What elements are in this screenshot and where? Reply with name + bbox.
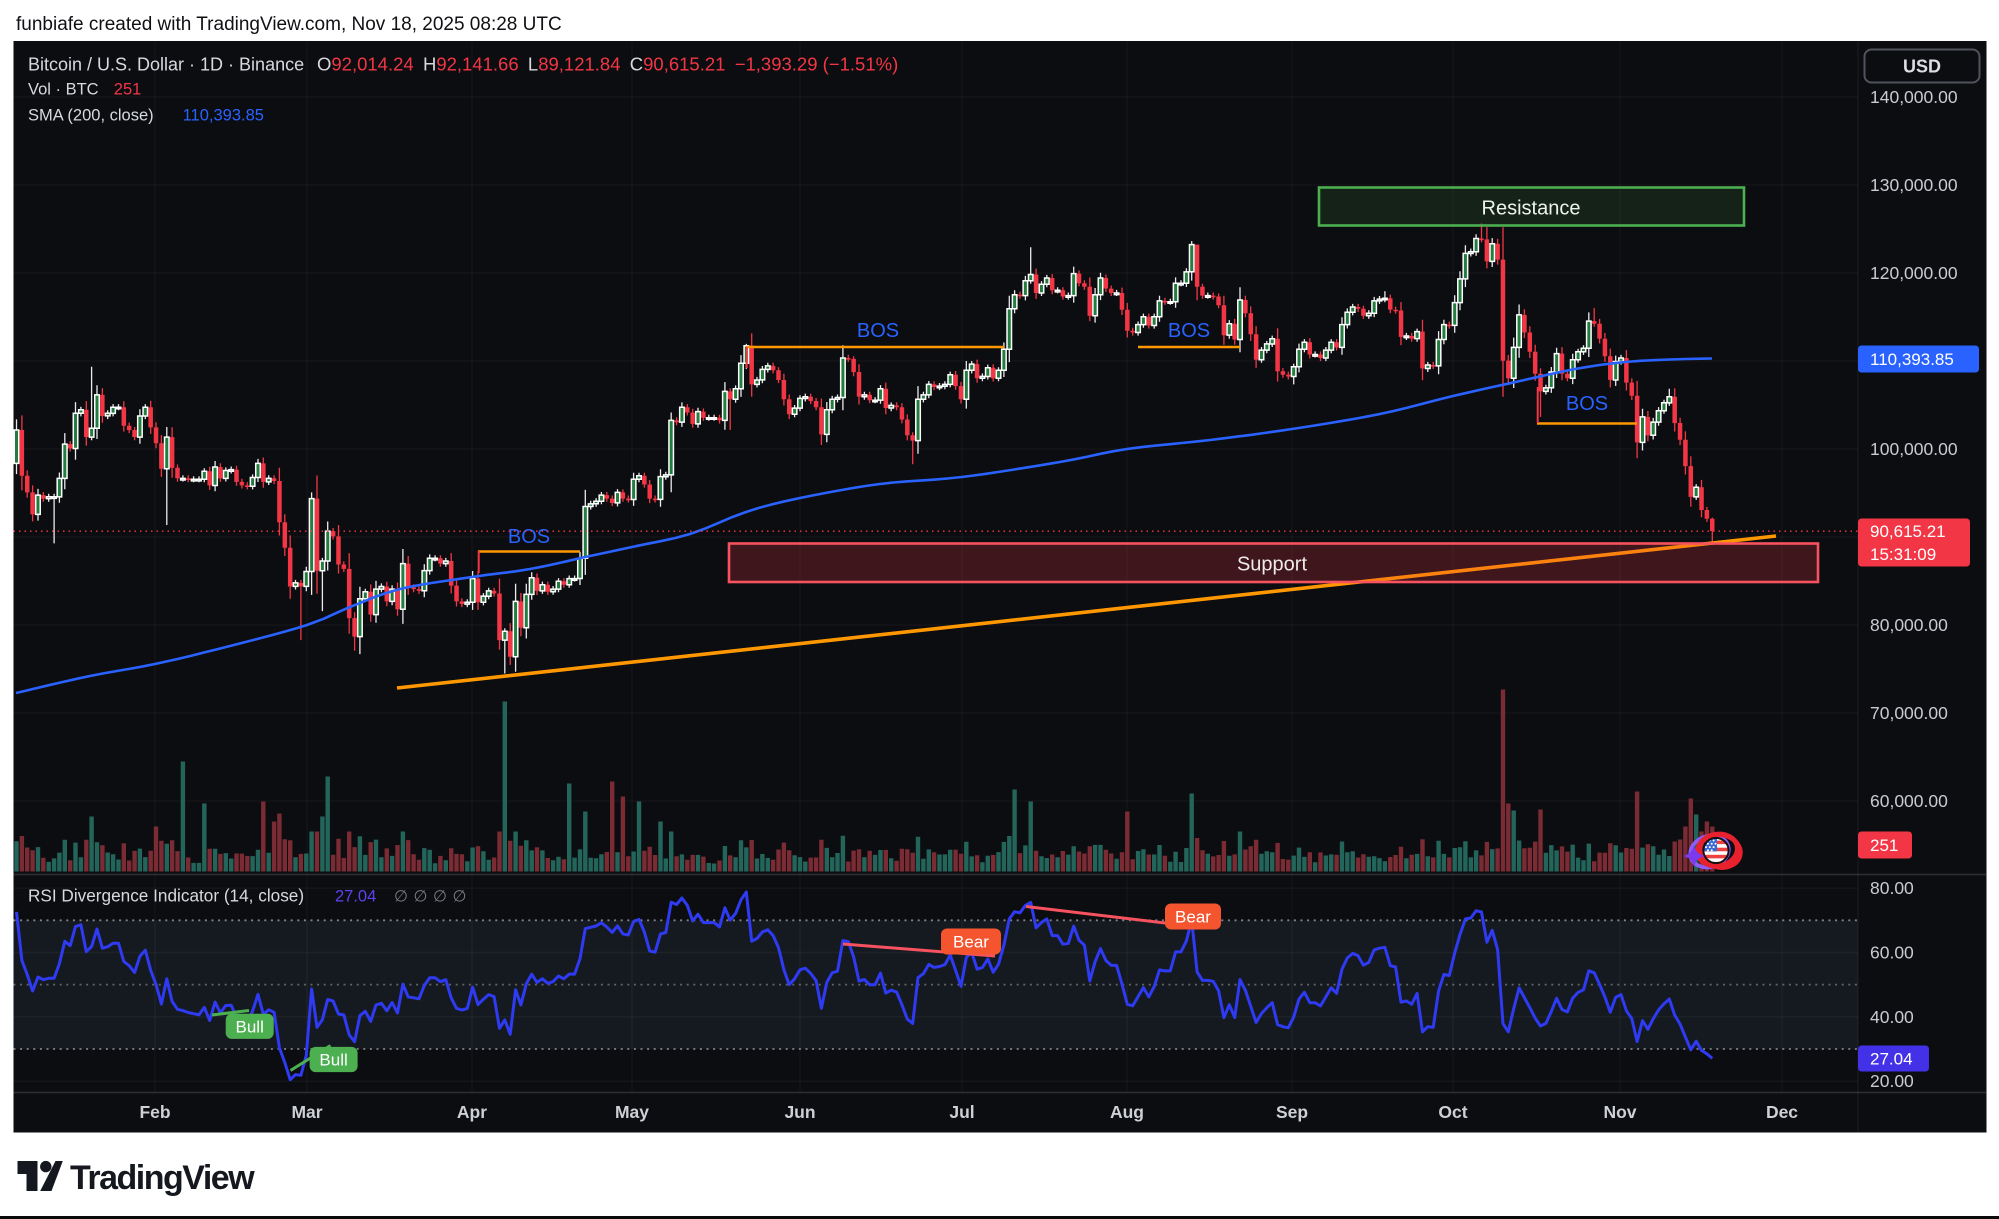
svg-text:40.00: 40.00 (1870, 1007, 1914, 1027)
svg-text:BOS: BOS (508, 526, 550, 548)
svg-text:Mar: Mar (291, 1102, 322, 1122)
svg-text:90,615.21: 90,615.21 (1870, 522, 1946, 541)
svg-text:Bull: Bull (319, 1051, 347, 1070)
svg-text:Feb: Feb (139, 1102, 170, 1122)
svg-text:110,393.85: 110,393.85 (183, 107, 264, 125)
svg-text:TradingView: TradingView (70, 1159, 255, 1197)
svg-text:∅: ∅ (394, 889, 408, 906)
svg-text:15:31:09: 15:31:09 (1870, 545, 1936, 564)
svg-text:funbiafe created with TradingV: funbiafe created with TradingView.com, N… (16, 14, 562, 35)
svg-text:130,000.00: 130,000.00 (1870, 175, 1958, 195)
svg-text:Dec: Dec (1766, 1102, 1798, 1122)
svg-text:BOS: BOS (1566, 393, 1608, 415)
svg-text:251: 251 (1870, 836, 1898, 855)
svg-text:RSI Divergence Indicator (14,: RSI Divergence Indicator (14, close) (28, 886, 304, 906)
svg-text:O92,014.24 H92,141.66 L89,121.: O92,014.24 H92,141.66 L89,121.84 C90,615… (317, 54, 898, 75)
svg-text:60.00: 60.00 (1870, 943, 1914, 963)
svg-text:110,393.85: 110,393.85 (1870, 350, 1954, 369)
svg-text:Bitcoin / U.S. Dollar · 1D · B: Bitcoin / U.S. Dollar · 1D · Binance (28, 55, 304, 75)
svg-text:Nov: Nov (1603, 1102, 1636, 1122)
svg-text:100,000.00: 100,000.00 (1870, 439, 1958, 459)
svg-text:120,000.00: 120,000.00 (1870, 263, 1958, 283)
svg-text:Oct: Oct (1438, 1102, 1467, 1122)
svg-text:∅: ∅ (453, 889, 467, 906)
svg-text:Resistance: Resistance (1482, 198, 1581, 220)
svg-text:Jul: Jul (949, 1102, 974, 1122)
svg-text:Sep: Sep (1276, 1102, 1308, 1122)
svg-text:Bear: Bear (1175, 908, 1211, 927)
svg-text:251: 251 (114, 81, 142, 99)
svg-text:Bear: Bear (953, 933, 989, 952)
svg-text:BOS: BOS (1168, 320, 1210, 342)
svg-text:SMA (200, close): SMA (200, close) (28, 107, 154, 125)
svg-text:∅: ∅ (414, 889, 428, 906)
svg-text:Bull: Bull (236, 1017, 264, 1036)
svg-text:27.04: 27.04 (1870, 1050, 1913, 1069)
svg-text:Jun: Jun (784, 1102, 815, 1122)
svg-text:70,000.00: 70,000.00 (1870, 703, 1948, 723)
svg-text:BOS: BOS (857, 320, 899, 342)
svg-text:27.04: 27.04 (335, 888, 376, 906)
svg-text:May: May (615, 1102, 649, 1122)
svg-text:80.00: 80.00 (1870, 878, 1914, 898)
svg-text:∅: ∅ (433, 889, 447, 906)
svg-text:Support: Support (1237, 554, 1307, 576)
svg-text:USD: USD (1903, 57, 1941, 77)
svg-text:140,000.00: 140,000.00 (1870, 87, 1958, 107)
svg-text:20.00: 20.00 (1870, 1071, 1914, 1091)
svg-text:Vol · BTC: Vol · BTC (28, 81, 99, 99)
svg-text:80,000.00: 80,000.00 (1870, 615, 1948, 635)
svg-text:Aug: Aug (1110, 1102, 1144, 1122)
svg-text:Apr: Apr (457, 1102, 487, 1122)
svg-text:60,000.00: 60,000.00 (1870, 791, 1948, 811)
